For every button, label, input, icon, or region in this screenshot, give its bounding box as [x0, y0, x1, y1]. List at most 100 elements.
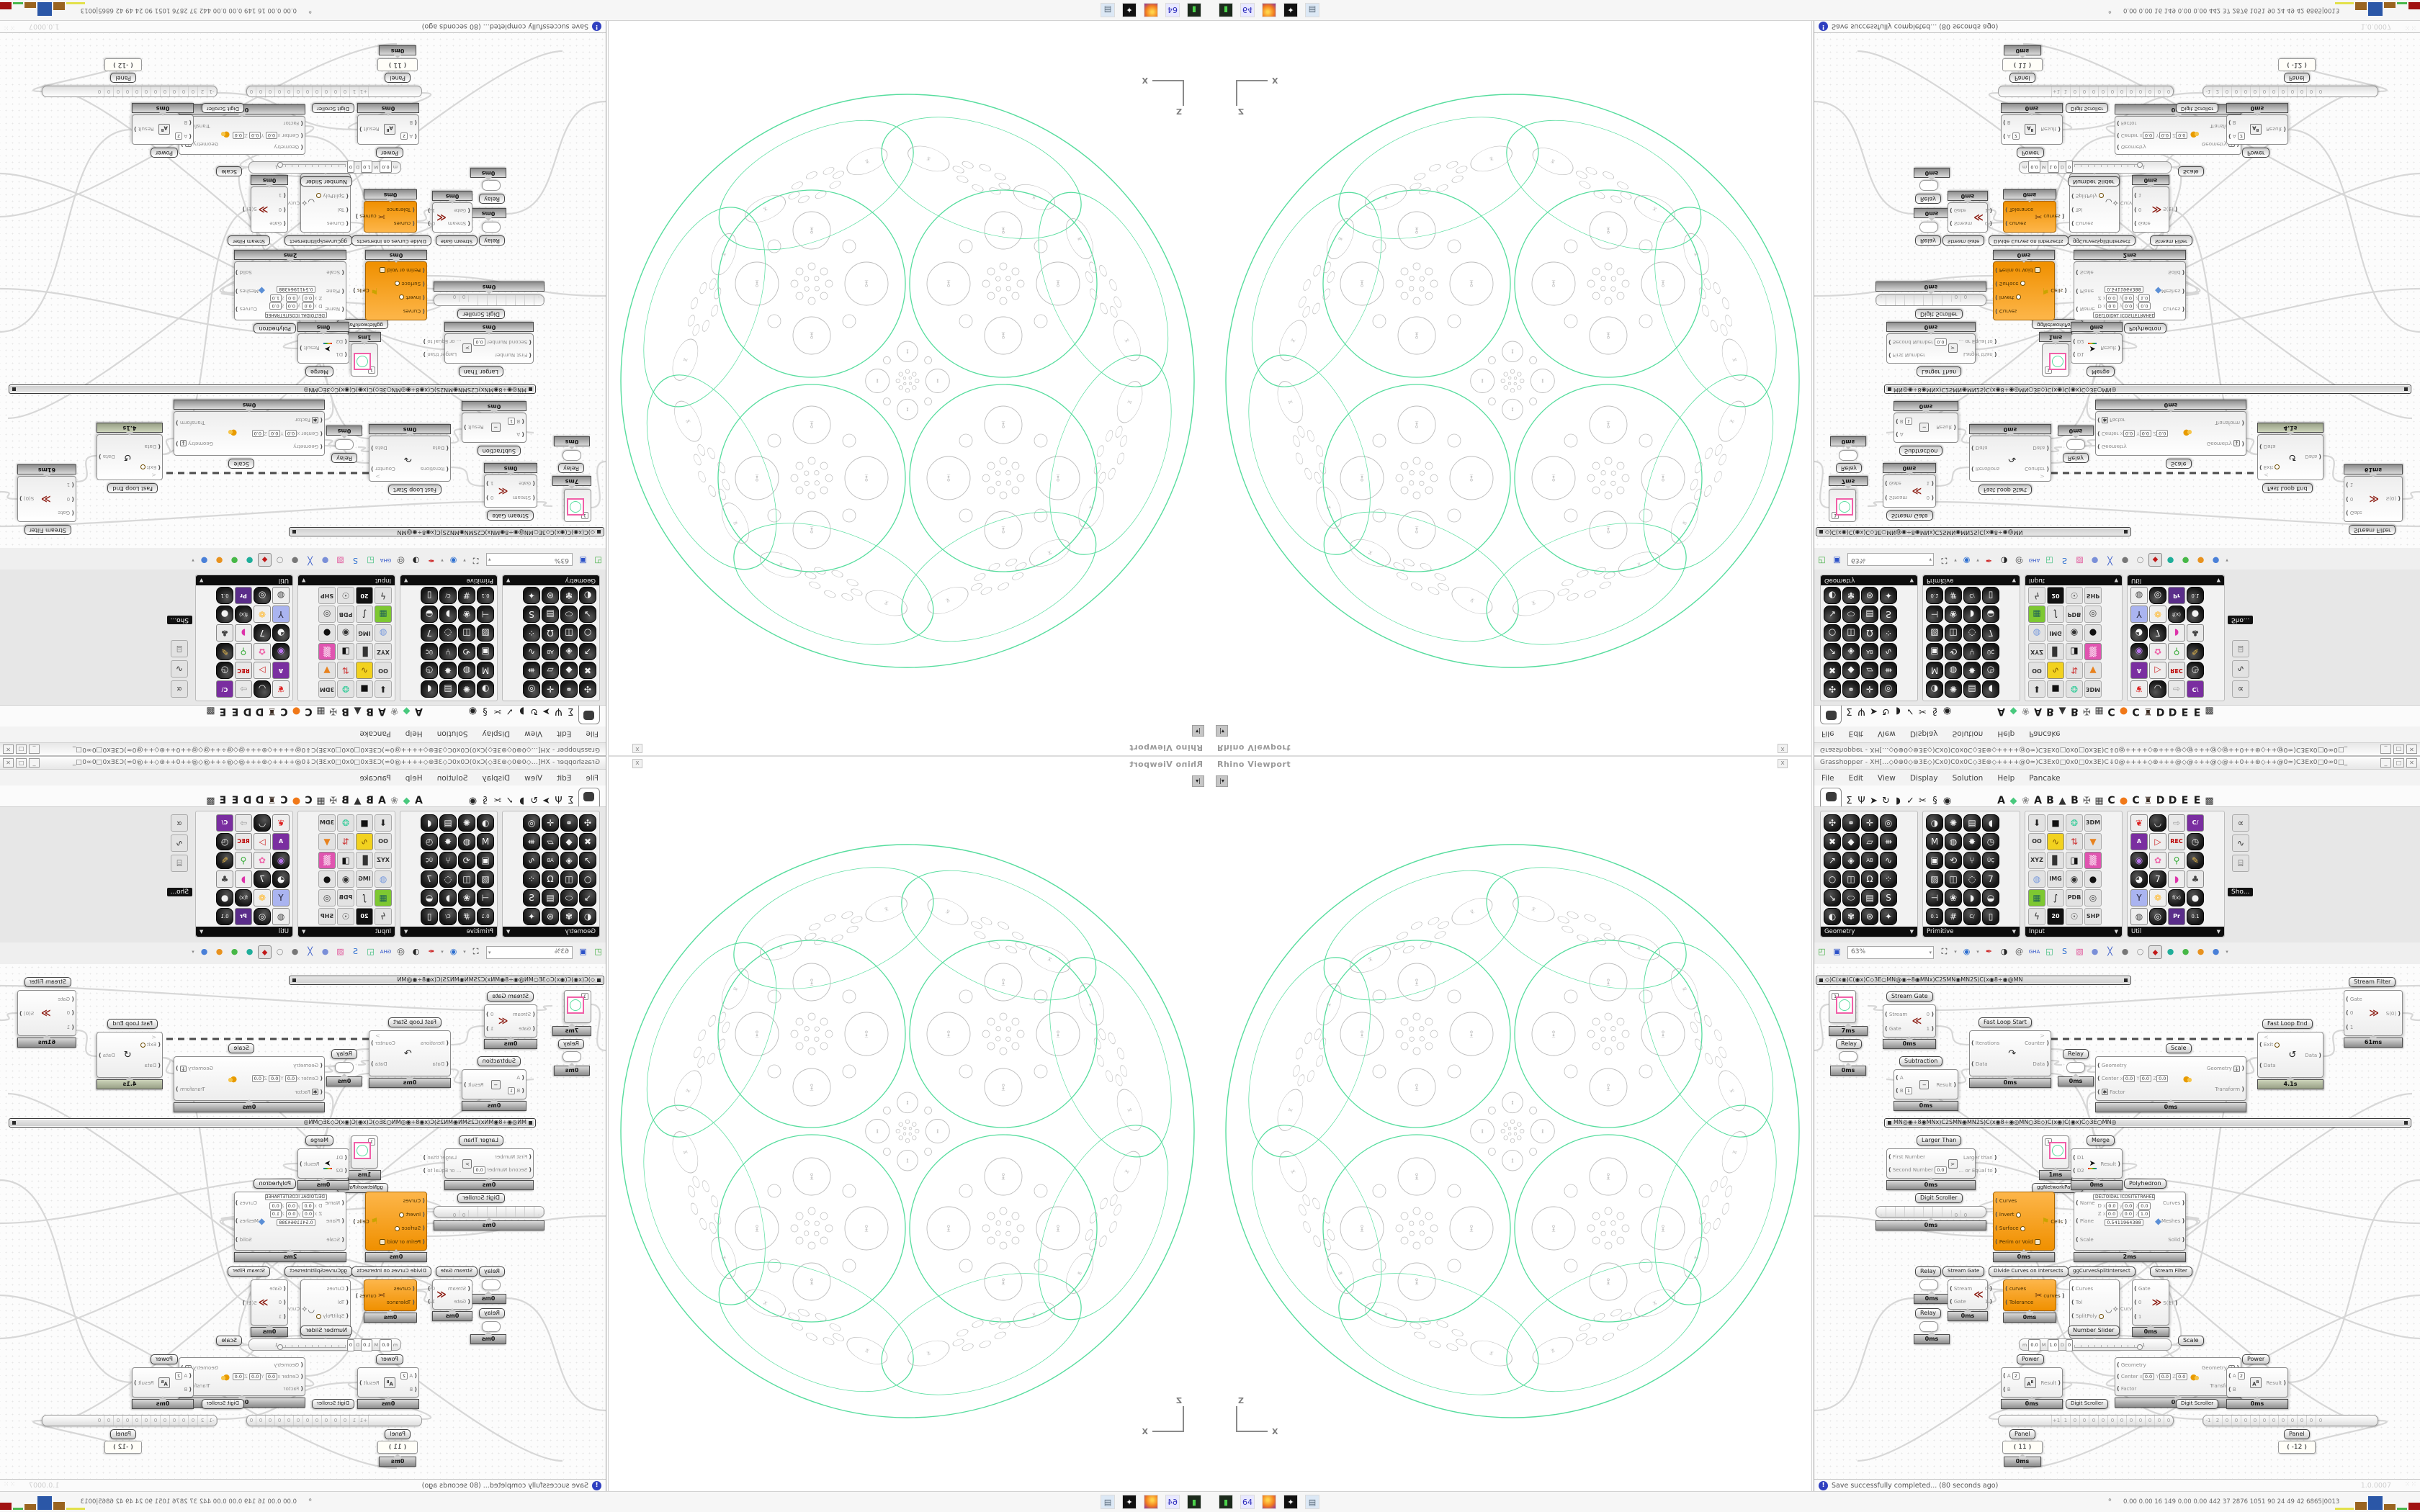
rhino-viewport[interactable]: Rhino Viewport x |▾ Z X: [1210, 756, 1812, 1491]
component-icon[interactable]: ↗: [1824, 643, 1841, 660]
component-icon[interactable]: M: [1926, 662, 1943, 679]
gh-maximize-button[interactable]: □: [2393, 744, 2404, 754]
gh-name-capsule[interactable]: Relay: [479, 194, 505, 204]
tab-6[interactable]: ✓: [1906, 706, 1914, 716]
stream-gate-2[interactable]: ( Stream( Gate ≪ 0 ) 1 ): [1948, 202, 1992, 233]
component-icon[interactable]: ◍: [1945, 662, 1962, 679]
gh-minimize-button[interactable]: _: [29, 744, 40, 754]
component-icon[interactable]: ●: [2084, 870, 2102, 888]
toolbar-sphere-orange[interactable]: ●: [215, 947, 223, 956]
component-icon[interactable]: 0.1: [2187, 587, 2204, 604]
gh-name-capsule[interactable]: Relay: [2063, 1049, 2089, 1059]
component-icon[interactable]: ○: [1824, 870, 1841, 888]
component-icon[interactable]: ▯: [421, 587, 438, 604]
digit-scroller-3[interactable]: -1200000000000: [42, 1415, 218, 1426]
toolbar-sphere-orange[interactable]: ●: [2197, 947, 2205, 956]
component-icon[interactable]: ✛: [1861, 814, 1878, 832]
component-icon[interactable]: ❦: [272, 680, 290, 698]
component-icon[interactable]: ◎: [523, 680, 540, 698]
tab-13[interactable]: ❀: [390, 706, 398, 716]
component-icon[interactable]: Ω: [1861, 870, 1878, 888]
component-icon[interactable]: ✛: [542, 680, 559, 698]
component-icon[interactable]: ◍: [2130, 908, 2148, 925]
tab-6[interactable]: ✓: [1906, 796, 1914, 806]
digit-scroller-1[interactable]: ·00: [434, 1206, 544, 1218]
gh-name-capsule[interactable]: ggNetworkPatch: [2032, 1183, 2084, 1193]
gh-maximize-button[interactable]: □: [16, 744, 27, 754]
gh-title-bar[interactable]: Grasshopper - XH[...◇0⊕0◇⊛3Ε◇)Cx0)C0x0C◇…: [1814, 742, 2420, 755]
menu-display[interactable]: Display: [1909, 774, 1938, 783]
number-slider[interactable]: m 0.0 M 1.0 D 0 1: [2019, 1338, 2172, 1351]
component-icon[interactable]: C/: [439, 587, 457, 604]
menu-pancake[interactable]: Pancake: [359, 729, 391, 738]
component-icon[interactable]: ◐: [1824, 908, 1841, 925]
component-icon[interactable]: ▱: [542, 662, 559, 679]
tab-21[interactable]: ●: [2119, 796, 2128, 806]
component-icon[interactable]: ▼: [2084, 662, 2102, 679]
component-icon[interactable]: ▒: [318, 643, 336, 660]
component-icon[interactable]: ✣: [1824, 814, 1841, 832]
component-icon[interactable]: IMG: [356, 624, 373, 642]
component-icon[interactable]: ⬇: [2028, 680, 2045, 698]
taskbar-icon-floppy-64[interactable]: 64: [1240, 1495, 1255, 1509]
component-icon[interactable]: SHP: [2084, 587, 2102, 604]
tab-active[interactable]: [578, 788, 600, 806]
gh-close-button[interactable]: ✕: [3, 758, 14, 768]
divide-curves[interactable]: ( curves( Tolerance ✂ curves ): [2003, 1279, 2064, 1311]
tab-1[interactable]: Σ: [1846, 706, 1852, 716]
toolbar-gem-red[interactable]: ⬥: [2148, 945, 2162, 959]
component-icon[interactable]: ▦: [375, 606, 392, 623]
palette-label-util[interactable]: Util ▼: [196, 575, 292, 585]
component-icon[interactable]: ◡: [254, 814, 271, 832]
component-icon[interactable]: ●: [2187, 606, 2204, 623]
show-more-tag[interactable]: Sho...: [166, 888, 192, 896]
gh-close-button[interactable]: ✕: [3, 744, 14, 754]
component-icon[interactable]: ✿: [254, 643, 271, 660]
tab-11[interactable]: A: [1997, 706, 2005, 717]
component-icon[interactable]: ▱: [1861, 662, 1878, 679]
fast-loop-end[interactable]: <( Exit ( Data ↺ Data ): [2257, 1032, 2323, 1078]
component-icon[interactable]: ◨: [337, 643, 354, 660]
gh-relay-node[interactable]: [482, 1321, 501, 1332]
toolbar-eye[interactable]: ◉: [449, 556, 457, 565]
component-icon[interactable]: 0.1: [477, 908, 494, 925]
component-icon[interactable]: ✸: [1963, 833, 1981, 850]
component-icon[interactable]: 7: [1982, 870, 1999, 888]
toolbar-dd3[interactable]: ▾: [2226, 557, 2228, 563]
taskbar-icon-gimp[interactable]: ✦: [1283, 1495, 1298, 1509]
component-icon[interactable]: ⊣: [1926, 889, 1943, 906]
component-icon[interactable]: ◐: [579, 908, 596, 925]
menu-view[interactable]: View: [524, 729, 543, 738]
component-icon[interactable]: ∿: [1880, 852, 1897, 869]
menu-edit[interactable]: Edit: [1848, 729, 1863, 738]
component-icon[interactable]: ⇅: [337, 833, 354, 850]
extra-component-icon[interactable]: ⌸: [2232, 640, 2249, 657]
toolbar-at-tile[interactable]: @: [397, 947, 405, 956]
extra-component-icon[interactable]: ∿: [171, 660, 188, 678]
component-icon[interactable]: ◗: [235, 870, 252, 888]
taskbar-icon-calculator[interactable]: ▤: [1305, 3, 1319, 17]
toolbar-dd1[interactable]: ▾: [463, 557, 466, 563]
component-icon[interactable]: ●: [318, 870, 336, 888]
tab-9[interactable]: ◉: [1942, 796, 1952, 806]
tab-13[interactable]: ❀: [2022, 796, 2030, 806]
component-icon[interactable]: ✎: [2187, 643, 2204, 660]
toolbar-save-floppy[interactable]: ▣: [1833, 556, 1841, 565]
rhino-viewport[interactable]: Rhino Viewport x |▾ Z X: [608, 756, 1210, 1491]
gh-maximize-button[interactable]: □: [2393, 758, 2404, 768]
component-icon[interactable]: ▼: [318, 662, 336, 679]
tab-19[interactable]: ▦: [2094, 796, 2104, 806]
toolbar-gha[interactable]: GHA: [380, 557, 392, 563]
menu-help[interactable]: Help: [1997, 774, 2015, 783]
tab-9[interactable]: ◉: [1942, 706, 1952, 716]
component-icon[interactable]: ÜÇ: [421, 852, 438, 869]
tab-12[interactable]: ◆: [403, 706, 411, 716]
component-icon[interactable]: ◉: [337, 870, 354, 888]
tab-17[interactable]: B: [341, 795, 349, 806]
polyhedron[interactable]: ( Name( Plane( Scale DELTOIDAL ICOSITETRA…: [234, 1192, 346, 1251]
toolbar-s-magnifier[interactable]: S: [353, 947, 358, 956]
gh-title-bar[interactable]: Grasshopper - XH[...◇0⊕0◇⊛3Ε◇)Cx0)C0x0C◇…: [0, 742, 606, 755]
canvas-zoom-combo[interactable]: 63% ▾: [1847, 946, 1934, 959]
component-icon[interactable]: ⟲: [458, 643, 475, 660]
component-icon[interactable]: ✿: [254, 852, 271, 869]
